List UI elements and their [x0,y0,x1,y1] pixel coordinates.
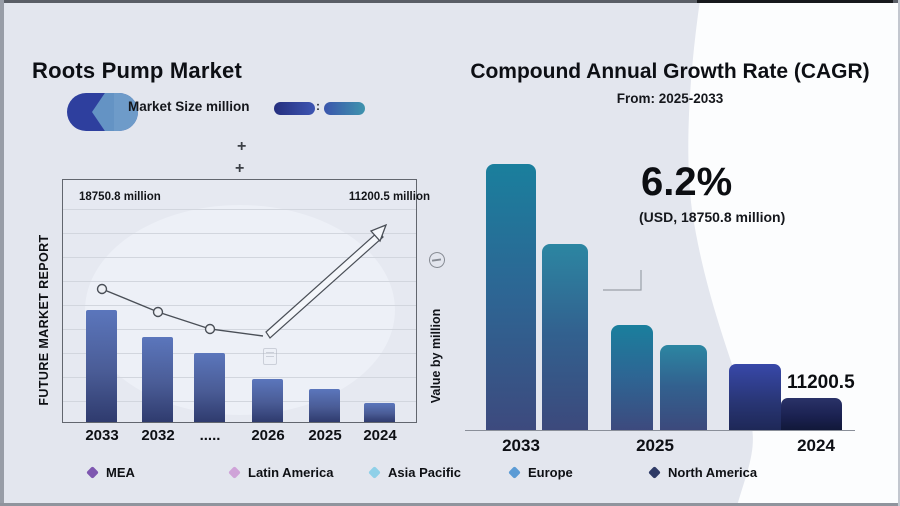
legend-item-latin-america: Latin America [228,464,334,480]
arrow-head-icon [369,223,388,243]
legend-item-mea: MEA [86,464,135,480]
frame-edge-bottom [0,503,900,506]
left-chart-column: ..... [183,180,237,444]
legend-label: Asia Pacific [388,464,461,480]
grouped-bar-2025 [660,345,707,430]
trend-marker-icon [152,306,164,318]
left-chart-column: 2032 [131,180,185,444]
legend-label: Europe [528,464,573,480]
frame-edge-left [0,0,4,506]
ratio-pill-left [274,102,315,115]
grouped-bar-2024 [729,364,781,430]
value-by-million-label: Value by million [429,308,443,404]
grouped-bar-2025 [611,325,653,430]
gridline [63,233,416,234]
bar-..... [194,353,225,422]
gridline [63,305,416,306]
legend-diamond-icon [228,465,241,479]
watermark-document-icon [263,348,277,365]
frame-edge-right [898,0,900,506]
bar-2032 [142,337,173,422]
market-size-label: Market Size million [128,99,250,114]
legend-item-europe: Europe [508,464,573,480]
trend-markers [96,283,216,335]
plus-mark-1: + [237,138,247,155]
ratio-separator: : [316,99,320,113]
trend-line-and-arrow [96,223,388,339]
x-axis-label: 2026 [251,427,285,444]
left-chart-column: 2033 [75,180,129,444]
x-axis-label: 2033 [85,427,119,444]
left-chart-column: 2026 [241,180,295,444]
frame-edge-top [0,0,900,3]
x-axis-label: 2025 [636,436,674,455]
grouped-bar-2033 [486,164,536,430]
gridline [63,353,416,354]
legend-diamond-icon [368,465,381,479]
right-chart-baseline [465,430,855,431]
x-axis-label: 2024 [797,436,835,455]
gridline [63,257,416,258]
left-chart-column: 2025 [298,180,352,444]
cagr-subtitle: From: 2025-2033 [616,91,724,106]
cagr-detail: (USD, 18750.8 million) [639,209,786,225]
pump-cylinder-icon [67,93,138,131]
trend-line [101,288,264,337]
bar-2033 [86,310,117,422]
legend-label: Latin America [248,464,334,480]
x-axis-label: 2033 [502,436,540,455]
legend-diamond-icon [86,465,99,479]
pump-icon-highlight [114,93,138,131]
page-title: Roots Pump Market [32,58,242,83]
bar-2026 [252,379,283,422]
left-chart-start-value: 18750.8 million [79,191,161,203]
left-chart-column: 2024 [353,180,407,444]
bar-2024 [364,403,395,422]
x-axis-label: 2025 [308,427,342,444]
left-chart-y-axis-label: FUTURE MARKET REPORT [37,234,51,406]
trend-marker-icon [96,283,108,295]
gridline [63,401,416,402]
x-axis-label: 2024 [363,427,397,444]
gridline [63,329,416,330]
right-chart: 2033 2025 2024 [465,140,857,455]
right-chart-value-label: 11200.5 [787,372,855,393]
grouped-bar-2033 [542,244,588,430]
plus-mark-2: + [235,160,245,177]
legend-label: MEA [106,464,135,480]
legend-item-north-america: North America [648,464,758,480]
x-axis-label: ..... [199,427,221,444]
legend-diamond-icon [648,465,661,479]
bar-2025 [309,389,340,422]
cagr-title: Compound Annual Growth Rate (CAGR) [470,60,870,83]
callout-bracket [603,270,642,291]
ratio-pill-right [324,102,365,115]
gridline [63,209,416,210]
x-axis-label: 2032 [141,427,175,444]
gridline [63,281,416,282]
trend-marker-icon [204,323,216,335]
left-chart: 2033 2032..... 2026 2025 2024 18750.8 millio… [62,179,430,444]
arrow-shaft [265,230,384,339]
legend-label: North America [668,464,758,480]
top-dark-strip [697,0,893,3]
grouped-bar-2024 [781,398,842,430]
gridline [63,377,416,378]
left-chart-end-value: 11200.5 million [348,191,430,203]
legend-item-asia-pacific: Asia Pacific [368,464,461,480]
legend-diamond-icon [508,465,521,479]
cagr-value: 6.2% [641,160,733,204]
